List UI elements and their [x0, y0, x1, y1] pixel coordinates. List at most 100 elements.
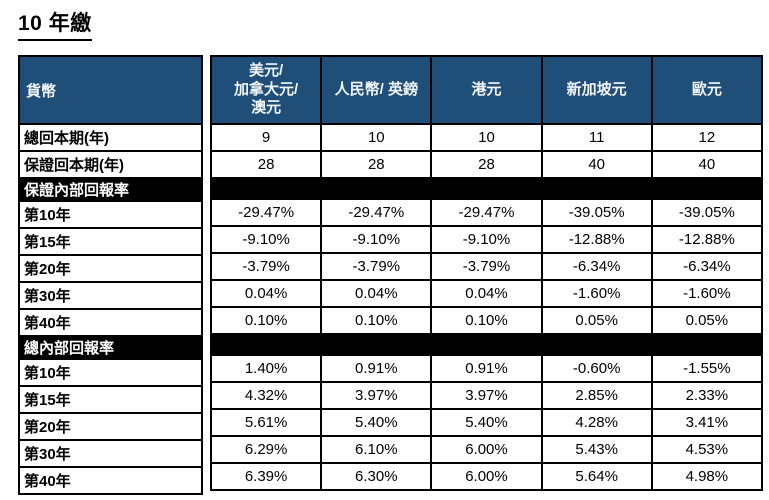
label-row: 第15年 [18, 227, 203, 256]
value-cell: -3.79% [320, 252, 433, 281]
header-row: 貨幣 [18, 55, 203, 125]
value-cell: -3.79% [430, 252, 543, 281]
column-header-rmb-gbp: 人民幣/ 英鎊 [320, 55, 433, 125]
column-header-hkd: 港元 [430, 55, 543, 125]
label-table-body: 總回本期(年) 保證回本期(年) 保證內部回報率 第10年 第15年 第20年 第30年 第4… [18, 123, 203, 495]
value-cell: 9 [209, 123, 323, 152]
value-cell: 3.97% [320, 381, 433, 410]
label-row: 保證回本期(年) [18, 150, 203, 179]
section-band [210, 177, 763, 200]
data-row: 0.04% 0.04% 0.04% -1.60% -1.60% [209, 279, 763, 308]
value-cell: 5.40% [320, 408, 433, 437]
value-cell: 5.61% [209, 408, 323, 437]
value-cell: 28 [209, 150, 323, 179]
section-label-row: 保證內部回報率 [18, 177, 203, 202]
value-cell: 0.04% [430, 279, 543, 308]
value-cell: 0.04% [209, 279, 323, 308]
value-cell: 6.30% [320, 462, 433, 491]
value-cell: 5.40% [430, 408, 543, 437]
data-row: -9.10% -9.10% -9.10% -12.88% -12.88% [209, 225, 763, 254]
section-label: 保證內部回報率 [18, 177, 203, 202]
value-cell: -6.34% [540, 252, 653, 281]
row-label: 第15年 [18, 227, 203, 256]
value-cell: -9.10% [320, 225, 433, 254]
label-row: 第30年 [18, 281, 203, 310]
value-cell: -29.47% [209, 198, 323, 227]
section-label: 總內部回報率 [18, 335, 203, 360]
data-row: 5.61% 5.40% 5.40% 4.28% 3.41% [209, 408, 763, 437]
row-label: 總回本期(年) [18, 123, 203, 152]
label-row: 總回本期(年) [18, 123, 203, 152]
value-cell: 0.10% [320, 306, 433, 335]
value-cell: -1.60% [650, 279, 763, 308]
row-label: 第40年 [18, 466, 203, 495]
value-cell: 4.98% [650, 462, 763, 491]
row-label: 第20年 [18, 254, 203, 283]
value-cell: 0.91% [320, 354, 433, 383]
value-cell: -29.47% [320, 198, 433, 227]
row-label: 第10年 [18, 358, 203, 387]
value-cell: -29.47% [430, 198, 543, 227]
row-label: 第40年 [18, 308, 203, 337]
header-row: 美元/ 加拿大元/ 澳元 人民幣/ 英鎊 港元 新加坡元 歐元 [209, 55, 763, 125]
irr-table: 貨幣 總回本期(年) 保證回本期(年) 保證內部回報率 第10年 第15年 第20年 第30… [18, 55, 763, 495]
value-cell: 0.10% [209, 306, 323, 335]
value-cell: 28 [320, 150, 433, 179]
value-cell: 40 [650, 150, 763, 179]
label-column-table: 貨幣 總回本期(年) 保證回本期(年) 保證內部回報率 第10年 第15年 第20年 第30… [18, 55, 203, 495]
value-cell: -39.05% [650, 198, 763, 227]
value-cell: 2.33% [650, 381, 763, 410]
value-cell: -12.88% [540, 225, 653, 254]
row-label: 第15年 [18, 385, 203, 414]
value-cell: 4.28% [540, 408, 653, 437]
currency-header-cell: 貨幣 [18, 55, 203, 125]
row-label: 第10年 [18, 200, 203, 229]
value-cell: 1.40% [209, 354, 323, 383]
value-cell: -9.10% [209, 225, 323, 254]
value-cell: 5.43% [540, 435, 653, 464]
label-row: 第10年 [18, 358, 203, 387]
value-cell: 10 [430, 123, 543, 152]
page-title: 10 年繳 [18, 7, 92, 41]
data-row: -3.79% -3.79% -3.79% -6.34% -6.34% [209, 252, 763, 281]
value-cell: -9.10% [430, 225, 543, 254]
row-label: 第30年 [18, 439, 203, 468]
value-cell: 40 [540, 150, 653, 179]
column-header-usd-cad-aud: 美元/ 加拿大元/ 澳元 [209, 55, 323, 125]
column-header-sgd: 新加坡元 [540, 55, 653, 125]
value-cell: -39.05% [540, 198, 653, 227]
value-cell: 4.32% [209, 381, 323, 410]
data-row: 0.10% 0.10% 0.10% 0.05% 0.05% [209, 306, 763, 335]
value-cell: 6.39% [209, 462, 323, 491]
section-label-row: 總內部回報率 [18, 335, 203, 360]
section-band [210, 333, 763, 356]
value-cell: 5.64% [540, 462, 653, 491]
label-row: 第15年 [18, 385, 203, 414]
value-cell: 6.29% [209, 435, 323, 464]
data-row: 4.32% 3.97% 3.97% 2.85% 2.33% [209, 381, 763, 410]
data-table-body: 9 10 10 11 12 28 28 28 40 40 -29.47% -29.47% -29.47%… [209, 123, 763, 491]
label-row: 第30年 [18, 439, 203, 468]
value-cell: 0.91% [430, 354, 543, 383]
value-cell: -3.79% [209, 252, 323, 281]
value-cell: 28 [430, 150, 543, 179]
data-row: 28 28 28 40 40 [209, 150, 763, 179]
value-cell: -0.60% [540, 354, 653, 383]
label-row: 第40年 [18, 466, 203, 495]
value-cell: 6.00% [430, 435, 543, 464]
value-cell: 0.10% [430, 306, 543, 335]
value-cell: 3.97% [430, 381, 543, 410]
value-cell: 4.53% [650, 435, 763, 464]
row-label: 第30年 [18, 281, 203, 310]
value-cell: 6.00% [430, 462, 543, 491]
row-label: 第20年 [18, 412, 203, 441]
value-cell: 0.05% [650, 306, 763, 335]
label-row: 第40年 [18, 308, 203, 337]
data-row: 1.40% 0.91% 0.91% -0.60% -1.55% [209, 354, 763, 383]
section-band-row [210, 177, 763, 200]
column-header-eur: 歐元 [650, 55, 763, 125]
value-cell: 0.05% [540, 306, 653, 335]
value-cell: 0.04% [320, 279, 433, 308]
value-cell: 3.41% [650, 408, 763, 437]
